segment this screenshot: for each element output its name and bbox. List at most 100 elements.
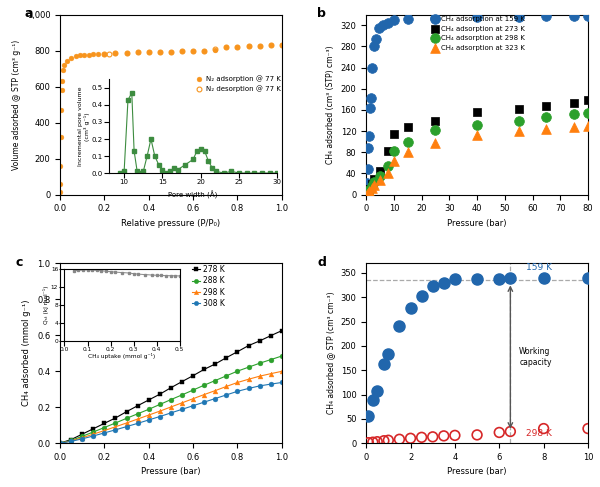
278 K: [156, 391, 163, 397]
CH₄ adsorption at 273 K: [472, 108, 482, 115]
159 K: [417, 292, 427, 300]
298 K: [101, 428, 108, 433]
298 K: [472, 431, 482, 439]
N₂ desorption @ 77 K: [278, 42, 286, 48]
288 K: [267, 356, 274, 362]
298 K: [190, 396, 197, 402]
N₂ adsorption @ 77 K: [145, 49, 152, 55]
288 K: [145, 406, 152, 412]
298 K: [383, 436, 393, 444]
CH₄ adsorption at 159 K: [362, 179, 372, 187]
308 K: [89, 433, 97, 439]
N₂ adsorption @ 77 K: [278, 42, 286, 48]
N₂ adsorption @ 77 K: [81, 52, 88, 58]
N₂ desorption @ 77 K: [223, 44, 230, 50]
Y-axis label: CH₄ adsorbed (mmol g⁻¹): CH₄ adsorbed (mmol g⁻¹): [22, 300, 31, 406]
CH₄ adsorption at 159 K: [363, 166, 373, 173]
288 K: [67, 437, 74, 443]
CH₄ adsorption at 273 K: [363, 188, 373, 196]
278 K: [101, 420, 108, 426]
CH₄ adsorption at 159 K: [378, 21, 388, 29]
N₂ desorption @ 77 K: [101, 51, 108, 56]
CH₄ adsorption at 298 K: [383, 162, 393, 169]
Text: b: b: [317, 7, 326, 20]
CH₄ adsorption at 159 K: [363, 144, 373, 152]
308 K: [234, 389, 241, 394]
159 K: [450, 275, 460, 283]
159 K: [373, 387, 382, 394]
298 K: [267, 371, 274, 376]
308 K: [200, 399, 208, 405]
N₂ adsorption @ 77 K: [101, 51, 108, 56]
298 K: [223, 384, 230, 390]
278 K: [278, 328, 286, 334]
308 K: [267, 381, 274, 387]
CH₄ adsorption at 298 K: [370, 178, 379, 186]
CH₄ adsorption at 159 K: [371, 35, 380, 43]
278 K: [190, 373, 197, 378]
CH₄ adsorption at 323 K: [403, 149, 413, 156]
CH₄ adsorption at 159 K: [369, 42, 379, 50]
308 K: [190, 403, 197, 409]
CH₄ adsorption at 159 K: [472, 13, 482, 21]
N₂ adsorption @ 77 K: [67, 55, 74, 61]
X-axis label: Relative pressure (P/P₀): Relative pressure (P/P₀): [121, 219, 220, 228]
N₂ adsorption @ 77 K: [72, 54, 79, 59]
159 K: [506, 274, 515, 281]
278 K: [79, 431, 86, 437]
298 K: [583, 425, 593, 432]
278 K: [67, 437, 74, 443]
298 K: [234, 379, 241, 385]
288 K: [190, 387, 197, 393]
308 K: [134, 420, 141, 426]
N₂ adsorption @ 77 K: [190, 48, 197, 54]
N₂ desorption @ 77 K: [212, 46, 219, 52]
CH₄ adsorption at 159 K: [403, 15, 413, 23]
CH₄ adsorption at 273 K: [514, 105, 523, 113]
CH₄ adsorption at 298 K: [375, 172, 385, 180]
CH₄ adsorption at 298 K: [389, 148, 398, 155]
N₂ adsorption @ 77 K: [167, 49, 175, 55]
N₂ desorption @ 77 K: [112, 50, 119, 56]
288 K: [200, 382, 208, 388]
298 K: [145, 412, 152, 418]
308 K: [167, 410, 175, 416]
Text: c: c: [16, 256, 23, 269]
298 K: [506, 428, 515, 435]
CH₄ adsorption at 273 K: [367, 180, 376, 188]
CH₄ adsorption at 159 K: [362, 185, 371, 192]
N₂ desorption @ 77 K: [167, 49, 175, 55]
N₂ adsorption @ 77 K: [156, 49, 163, 55]
288 K: [112, 420, 119, 426]
288 K: [245, 364, 252, 370]
CH₄ adsorption at 298 K: [363, 188, 373, 196]
298 K: [200, 392, 208, 397]
CH₄ adsorption at 273 K: [389, 130, 398, 138]
298 K: [406, 434, 415, 442]
CH₄ adsorption at 273 K: [542, 102, 551, 110]
278 K: [234, 349, 241, 355]
Line: N₂ adsorption @ 77 K: N₂ adsorption @ 77 K: [58, 43, 284, 194]
CH₄ adsorption at 159 K: [374, 24, 383, 32]
N₂ adsorption @ 77 K: [57, 163, 64, 169]
CH₄ adsorption at 323 K: [383, 169, 393, 177]
N₂ adsorption @ 77 K: [61, 62, 68, 68]
N₂ adsorption @ 77 K: [200, 48, 208, 54]
308 K: [79, 436, 86, 442]
288 K: [101, 425, 108, 431]
298 K: [156, 408, 163, 414]
159 K: [428, 282, 437, 290]
278 K: [167, 385, 175, 391]
N₂ adsorption @ 77 K: [134, 50, 141, 56]
N₂ desorption @ 77 K: [145, 49, 152, 55]
N₂ adsorption @ 77 K: [63, 58, 70, 64]
CH₄ adsorption at 273 K: [583, 96, 593, 104]
278 K: [212, 361, 219, 367]
298 K: [395, 435, 404, 443]
298 K: [67, 438, 74, 444]
278 K: [267, 333, 274, 338]
159 K: [494, 275, 504, 282]
Text: d: d: [317, 256, 326, 269]
N₂ adsorption @ 77 K: [123, 50, 130, 56]
N₂ adsorption @ 77 K: [256, 43, 263, 49]
